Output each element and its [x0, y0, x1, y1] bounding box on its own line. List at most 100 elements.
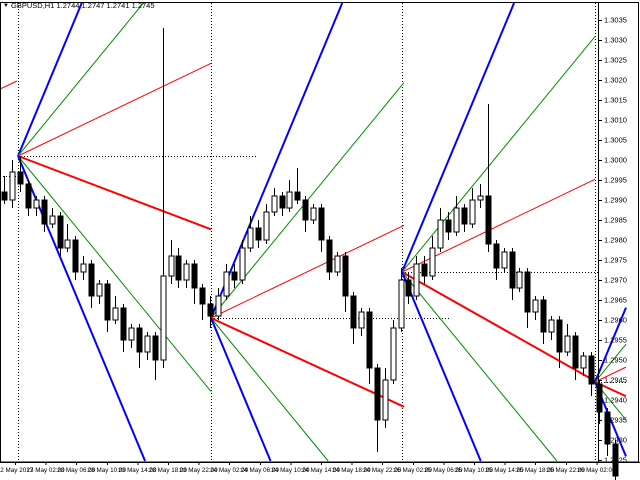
candle-bear [485, 195, 492, 245]
ohlc-readout: 1.2744 1.2747 1.2741 1.2745 [56, 1, 155, 10]
red-ray-tail [0, 80, 18, 90]
candle-bear [88, 263, 95, 297]
time-label: 23 May 22:00 [180, 467, 219, 474]
candle-bull [516, 271, 523, 289]
candle-bear [572, 335, 579, 369]
price-label: 1.2945 [604, 376, 627, 385]
price-label: 1.2940 [604, 396, 627, 405]
fan-ray [17, 2, 83, 157]
candle-bull [160, 275, 167, 361]
time-label: 23 May 06:00 [57, 467, 96, 474]
candle-bull [310, 207, 317, 221]
time-label: 23 May 02:00 [27, 467, 66, 474]
price-label: 1.2950 [604, 356, 627, 365]
price-label: 1.3015 [604, 96, 627, 105]
candle-bull [96, 283, 103, 297]
candle-bear [493, 243, 500, 269]
fan-ray [17, 155, 212, 392]
price-label: 1.3035 [604, 16, 627, 25]
candle-bull [469, 199, 476, 225]
candle-bear [175, 255, 182, 281]
candle-bear [25, 183, 32, 209]
candle-bull [501, 251, 508, 269]
candle-bull [64, 239, 71, 249]
candle-bull [398, 279, 405, 329]
candle-bear [120, 307, 127, 341]
candle-bull [532, 299, 539, 313]
candle-bull [564, 335, 571, 353]
candle-bear [136, 327, 143, 353]
symbol-dropdown-icon[interactable]: ▼ [3, 3, 9, 9]
price-label: 1.2955 [604, 336, 627, 345]
candle-bull [144, 335, 151, 353]
candle-bear [461, 207, 468, 225]
time-label: 23 May 18:00 [149, 467, 188, 474]
candle-bull [80, 263, 87, 273]
fan-ray [401, 36, 596, 273]
candle-bear [350, 295, 357, 329]
candle-bull [477, 195, 484, 201]
time-label: 25 May 18:00 [516, 467, 555, 474]
symbol-period-label: GBPUSD,H1 [11, 1, 55, 10]
candle-bull [9, 171, 16, 201]
candle-bull [128, 327, 135, 341]
time-label: 25 May 22:00 [547, 467, 586, 474]
candle-bear [509, 251, 516, 289]
candle-bull [215, 295, 222, 317]
candle-bear [556, 319, 563, 353]
price-label: 1.2980 [604, 236, 627, 245]
price-label: 1.3000 [604, 156, 627, 165]
price-label: 1.2935 [604, 416, 627, 425]
chart-title: ▼ GBPUSD,H1 1.2744 1.2747 1.2741 1.2745 [3, 1, 155, 10]
candle-bear [152, 335, 159, 361]
candle-bear [612, 443, 619, 477]
candle-bear [191, 263, 198, 289]
fan-ray [210, 317, 272, 462]
price-label: 1.3005 [604, 136, 627, 145]
candle-bear [588, 355, 595, 385]
time-label: 25 May 14:00 [486, 467, 525, 474]
candle-bear [199, 287, 206, 305]
candle-bull [382, 379, 389, 421]
candle-bear [326, 239, 333, 273]
fan-ray [594, 343, 627, 383]
price-label: 1.3020 [604, 76, 627, 85]
time-label: 23 May 14:00 [118, 467, 157, 474]
time-label: 25 May 06:00 [424, 467, 463, 474]
candle-bull [263, 211, 270, 241]
fan-ray [210, 224, 405, 319]
time-label: 22 May 2017 [0, 467, 34, 474]
price-label: 1.3025 [604, 56, 627, 65]
price-label: 1.3030 [604, 36, 627, 45]
fan-ray [210, 2, 344, 319]
price-label: 1.2970 [604, 276, 627, 285]
price-label: 1.2990 [604, 196, 627, 205]
price-label: 1.2960 [604, 316, 627, 325]
candle-bull [437, 219, 444, 249]
price-label: 1.2965 [604, 296, 627, 305]
fan-ray [401, 271, 596, 382]
fan-ray [17, 155, 212, 231]
price-label: 1.2985 [604, 216, 627, 225]
candle-bear [255, 227, 262, 241]
candle-bull [168, 255, 175, 277]
time-label: 25 May 02:00 [394, 467, 433, 474]
fan-guide-lines [0, 3, 626, 462]
candle-bear [72, 239, 79, 273]
candle-bull [247, 227, 254, 249]
candle-bull [548, 319, 555, 333]
time-label: 24 May 22:00 [363, 467, 402, 474]
time-label: 24 May 02:00 [210, 467, 249, 474]
candle-bull [390, 327, 397, 381]
fan-ray [210, 317, 405, 408]
fan-ray [401, 2, 516, 273]
time-label: 23 May 10:00 [88, 467, 127, 474]
candle-bear [104, 283, 111, 321]
candle-bear [302, 199, 309, 221]
candle-bull [358, 311, 365, 329]
time-label: 24 May 06:00 [241, 467, 280, 474]
time-label: 24 May 18:00 [333, 467, 372, 474]
